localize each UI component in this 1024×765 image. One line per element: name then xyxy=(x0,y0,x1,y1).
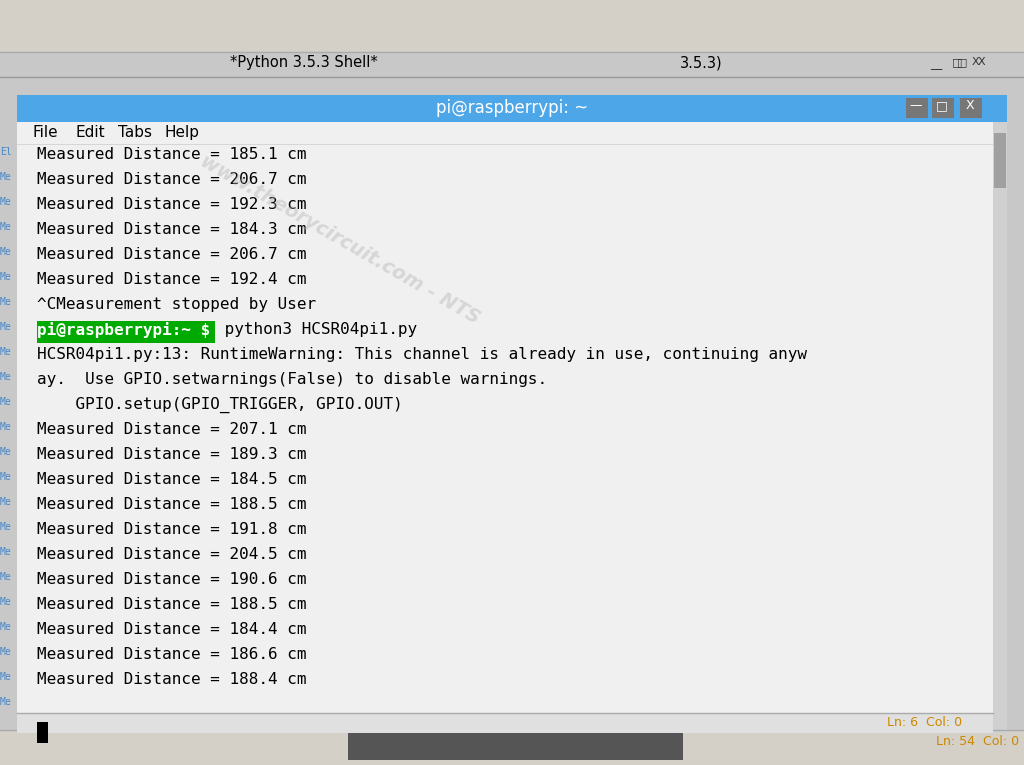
Text: Me: Me xyxy=(0,222,11,232)
Text: *Python 3.5.3 Shell*: *Python 3.5.3 Shell* xyxy=(230,55,378,70)
Text: Me: Me xyxy=(0,647,11,657)
Text: Measured Distance = 192.4 cm: Measured Distance = 192.4 cm xyxy=(37,272,306,287)
Text: Measured Distance = 188.5 cm: Measured Distance = 188.5 cm xyxy=(37,497,306,512)
Text: —: — xyxy=(909,99,923,112)
Text: Measured Distance = 204.5 cm: Measured Distance = 204.5 cm xyxy=(37,547,306,562)
Text: Measured Distance = 188.5 cm: Measured Distance = 188.5 cm xyxy=(37,597,306,612)
Text: Measured Distance = 206.7 cm: Measured Distance = 206.7 cm xyxy=(37,247,306,262)
Text: Me: Me xyxy=(0,572,11,582)
Bar xyxy=(994,133,1006,188)
Text: Me: Me xyxy=(0,697,11,707)
Text: _: _ xyxy=(930,57,936,70)
Text: Me: Me xyxy=(0,272,11,282)
Text: Me: Me xyxy=(0,522,11,532)
Text: Tabs: Tabs xyxy=(118,125,152,140)
Text: X: X xyxy=(966,99,974,112)
Bar xyxy=(17,713,993,733)
Text: Measured Distance = 192.3 cm: Measured Distance = 192.3 cm xyxy=(37,197,306,212)
Text: _: _ xyxy=(935,57,941,70)
Text: Measured Distance = 185.1 cm: Measured Distance = 185.1 cm xyxy=(37,147,306,162)
Text: Me: Me xyxy=(0,347,11,357)
Text: python3 HCSR04pi1.py: python3 HCSR04pi1.py xyxy=(215,322,417,337)
Text: Ln: 6  Col: 0: Ln: 6 Col: 0 xyxy=(887,716,963,729)
Text: El: El xyxy=(0,147,11,157)
Text: www.theorycircuit.com - NTS: www.theorycircuit.com - NTS xyxy=(197,152,483,328)
Bar xyxy=(17,122,993,144)
Bar xyxy=(0,52,1024,77)
Text: Me: Me xyxy=(0,472,11,482)
Text: Me: Me xyxy=(0,247,11,257)
Text: □: □ xyxy=(957,57,968,67)
Bar xyxy=(37,722,48,743)
Bar xyxy=(961,98,982,118)
Text: □: □ xyxy=(936,99,948,112)
Bar xyxy=(932,98,954,118)
Text: Me: Me xyxy=(0,447,11,457)
Text: Measured Distance = 184.4 cm: Measured Distance = 184.4 cm xyxy=(37,622,306,637)
Text: Help: Help xyxy=(165,125,200,140)
Bar xyxy=(906,98,928,118)
Text: pi@raspberrypi:~ $: pi@raspberrypi:~ $ xyxy=(37,322,210,338)
Text: Measured Distance = 190.6 cm: Measured Distance = 190.6 cm xyxy=(37,572,306,587)
Text: X: X xyxy=(972,57,980,67)
Text: Me: Me xyxy=(0,397,11,407)
Text: Edit: Edit xyxy=(75,125,104,140)
Text: 3.5.3): 3.5.3) xyxy=(680,55,723,70)
Text: Me: Me xyxy=(0,372,11,382)
Text: Me: Me xyxy=(0,497,11,507)
Text: Me: Me xyxy=(0,597,11,607)
Bar xyxy=(0,730,1024,765)
Text: Me: Me xyxy=(0,622,11,632)
Text: ay.  Use GPIO.setwarnings(False) to disable warnings.: ay. Use GPIO.setwarnings(False) to disab… xyxy=(37,372,547,387)
Bar xyxy=(348,732,683,760)
Text: Me: Me xyxy=(0,172,11,182)
Bar xyxy=(993,122,1007,733)
Text: Measured Distance = 189.3 cm: Measured Distance = 189.3 cm xyxy=(37,447,306,462)
Text: Me: Me xyxy=(0,547,11,557)
Bar xyxy=(37,321,215,343)
Text: Me: Me xyxy=(0,422,11,432)
Bar xyxy=(17,95,1007,122)
Text: Measured Distance = 184.3 cm: Measured Distance = 184.3 cm xyxy=(37,222,306,237)
Text: File: File xyxy=(32,125,57,140)
Text: GPIO.setup(GPIO_TRIGGER, GPIO.OUT): GPIO.setup(GPIO_TRIGGER, GPIO.OUT) xyxy=(37,397,402,413)
Text: HCSR04pi1.py:13: RuntimeWarning: This channel is already in use, continuing anyw: HCSR04pi1.py:13: RuntimeWarning: This ch… xyxy=(37,347,807,362)
Text: Me: Me xyxy=(0,197,11,207)
Text: Me: Me xyxy=(0,322,11,332)
Text: Measured Distance = 207.1 cm: Measured Distance = 207.1 cm xyxy=(37,422,306,437)
Text: Me: Me xyxy=(0,672,11,682)
Text: Measured Distance = 191.8 cm: Measured Distance = 191.8 cm xyxy=(37,522,306,537)
Bar xyxy=(17,122,993,733)
Bar xyxy=(0,0,1024,52)
Text: Measured Distance = 188.4 cm: Measured Distance = 188.4 cm xyxy=(37,672,306,687)
Text: □: □ xyxy=(952,57,963,67)
Text: Measured Distance = 184.5 cm: Measured Distance = 184.5 cm xyxy=(37,472,306,487)
Text: X: X xyxy=(978,57,986,67)
Text: Me: Me xyxy=(0,297,11,307)
Text: pi@raspberrypi: ~: pi@raspberrypi: ~ xyxy=(436,99,588,117)
Text: Ln: 54  Col: 0: Ln: 54 Col: 0 xyxy=(936,735,1019,748)
Text: Measured Distance = 186.6 cm: Measured Distance = 186.6 cm xyxy=(37,647,306,662)
Text: ^CMeasurement stopped by User: ^CMeasurement stopped by User xyxy=(37,297,316,312)
Text: Measured Distance = 206.7 cm: Measured Distance = 206.7 cm xyxy=(37,172,306,187)
